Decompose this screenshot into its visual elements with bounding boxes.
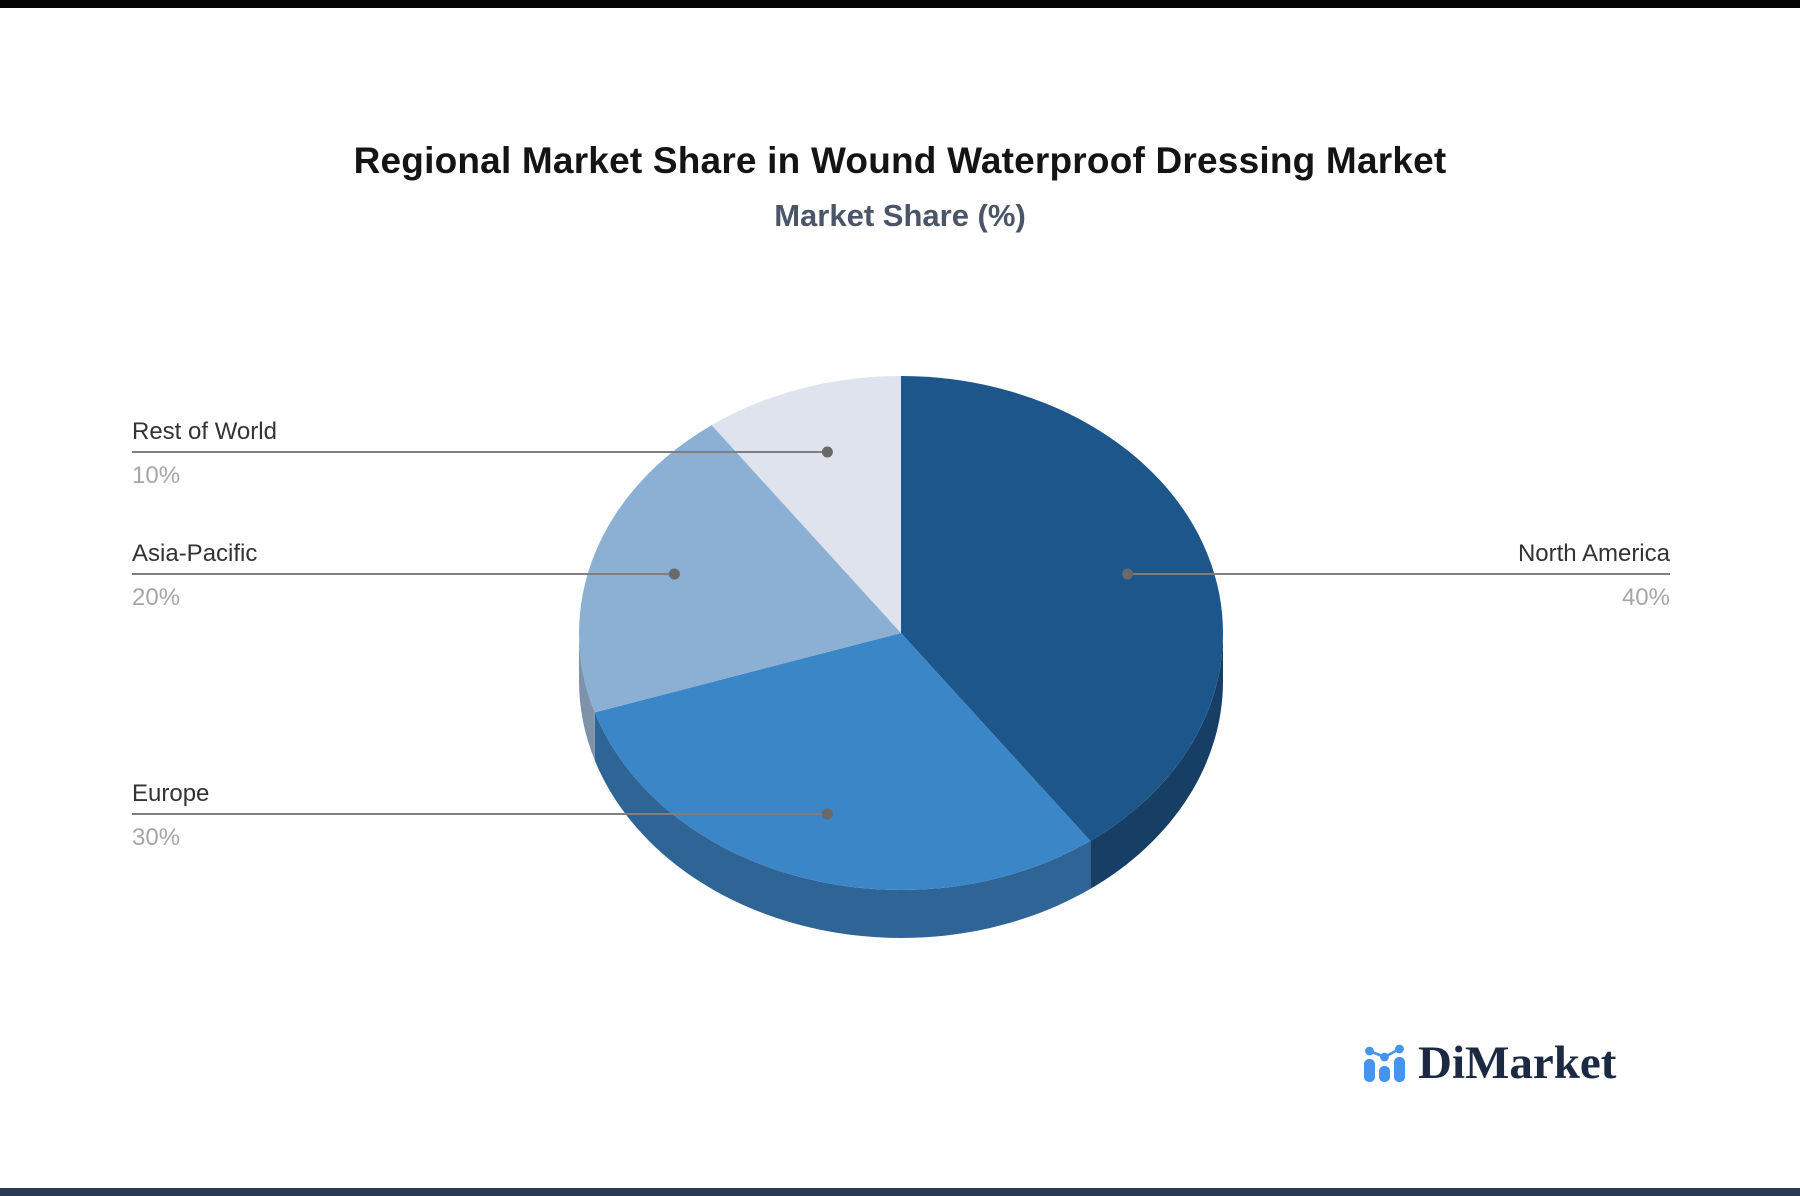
slice-value: 40%	[1621, 584, 1670, 611]
slice-label: Rest of World	[132, 418, 277, 445]
pie-slice-side-asia-pacific	[579, 633, 595, 761]
slice-label: Europe	[132, 780, 210, 807]
leader-dot	[1122, 568, 1134, 580]
pie-slice-side-north-america	[1090, 633, 1223, 889]
slice-label: North America	[1517, 540, 1670, 567]
pie-slice-asia-pacific[interactable]	[579, 425, 901, 713]
pie-slice-europe[interactable]	[594, 633, 1091, 890]
slice-value: 10%	[132, 462, 181, 489]
pie-slice-side-europe	[594, 712, 1091, 938]
brand-name: DiMarket	[1418, 1037, 1617, 1089]
slice-label: Asia-Pacific	[132, 540, 258, 567]
slice-value: 30%	[132, 824, 181, 851]
chart-title: Regional Market Share in Wound Waterproo…	[353, 140, 1447, 181]
pie-slice-rest-of-world[interactable]	[711, 376, 901, 633]
chart-subtitle: Market Share (%)	[774, 198, 1026, 233]
leader-dot	[668, 568, 680, 580]
leader-dot	[821, 446, 833, 458]
screenshot-top-edge	[0, 0, 1800, 8]
pie-slice-north-america[interactable]	[901, 375, 1224, 841]
brand-logo[interactable]: DiMarket	[1362, 1040, 1616, 1087]
slice-value: 20%	[132, 584, 181, 611]
bar-line-chart-icon	[1364, 1044, 1405, 1082]
leader-dot	[821, 808, 833, 820]
screenshot-bottom-edge	[0, 1188, 1800, 1196]
